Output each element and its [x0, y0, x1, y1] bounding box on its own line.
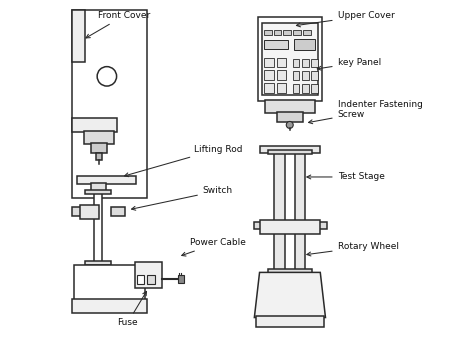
Bar	[254, 222, 274, 229]
Bar	[85, 261, 111, 265]
Bar	[72, 10, 147, 198]
Bar	[264, 30, 272, 35]
Bar	[293, 30, 301, 35]
Text: Indenter Fastening
Screw: Indenter Fastening Screw	[309, 100, 422, 124]
Bar	[94, 191, 102, 264]
Bar	[264, 40, 288, 49]
Bar	[311, 59, 318, 67]
Bar	[91, 143, 107, 153]
Bar	[74, 265, 145, 300]
Bar	[178, 275, 184, 283]
Bar	[72, 118, 117, 132]
Bar	[302, 59, 309, 67]
Bar	[302, 84, 309, 93]
Bar	[303, 30, 310, 35]
Bar	[268, 150, 311, 154]
Bar	[72, 299, 147, 313]
Polygon shape	[255, 272, 326, 318]
Bar	[283, 30, 291, 35]
Bar	[311, 84, 318, 93]
Bar	[292, 59, 300, 67]
Bar	[294, 39, 315, 50]
Bar	[292, 71, 300, 80]
Bar	[77, 176, 137, 184]
Bar	[84, 131, 114, 144]
Text: Test Stage: Test Stage	[307, 172, 384, 181]
Bar	[295, 151, 305, 272]
Bar	[277, 112, 303, 122]
Bar	[276, 70, 286, 80]
Bar	[265, 100, 315, 113]
Bar	[292, 84, 300, 93]
Bar	[306, 222, 327, 229]
Bar	[137, 275, 145, 284]
Bar	[264, 83, 274, 93]
Bar	[111, 207, 125, 216]
Bar	[274, 151, 284, 272]
Bar	[260, 146, 320, 153]
Text: Lifting Rod: Lifting Rod	[125, 145, 242, 177]
Bar	[264, 58, 274, 67]
Bar	[135, 262, 163, 288]
Bar	[276, 83, 286, 93]
Circle shape	[97, 67, 117, 86]
Bar	[274, 30, 282, 35]
Bar	[258, 17, 322, 101]
Text: Switch: Switch	[132, 186, 233, 210]
Text: Front Cover: Front Cover	[86, 11, 150, 38]
Bar	[268, 269, 311, 274]
Text: key Panel: key Panel	[317, 58, 381, 70]
Circle shape	[286, 121, 293, 128]
Bar	[262, 23, 318, 95]
Bar	[96, 153, 102, 160]
Text: Fuse: Fuse	[118, 291, 146, 327]
Bar	[264, 70, 274, 80]
Bar	[302, 71, 309, 80]
Bar	[276, 58, 286, 67]
Bar	[80, 205, 99, 219]
Bar	[311, 71, 318, 80]
Text: Power Cable: Power Cable	[182, 238, 246, 256]
Bar	[91, 183, 106, 192]
Text: Upper Cover: Upper Cover	[296, 11, 394, 27]
Bar	[72, 207, 86, 216]
Bar	[85, 190, 111, 194]
Bar	[256, 316, 324, 327]
Bar	[147, 275, 155, 284]
Text: Rotary Wheel: Rotary Wheel	[307, 242, 399, 256]
Bar	[96, 191, 100, 264]
Bar	[260, 220, 320, 234]
Bar	[72, 10, 85, 62]
